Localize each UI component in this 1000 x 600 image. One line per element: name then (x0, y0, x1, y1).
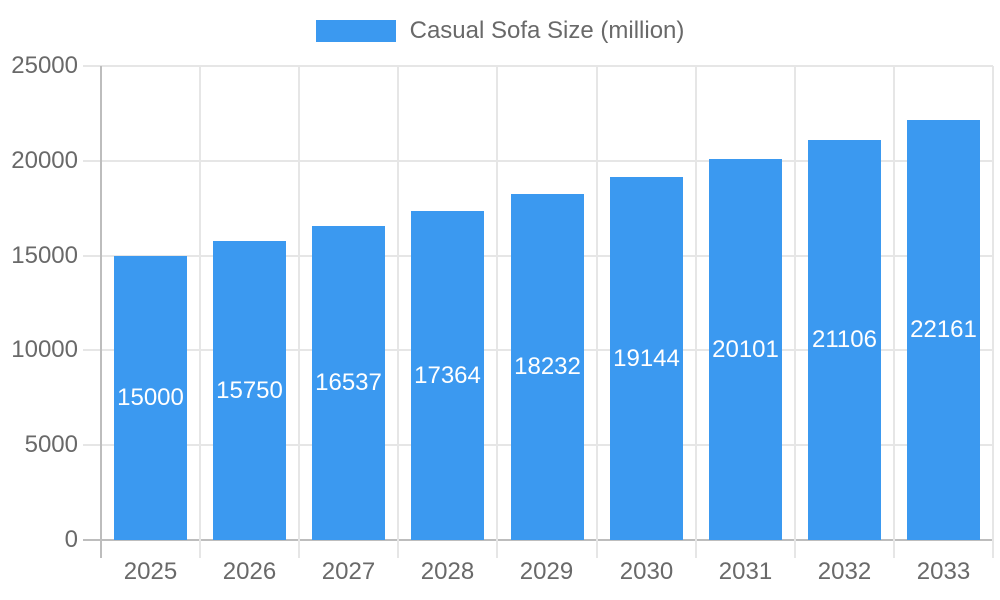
bar-2033[interactable]: 22161 (907, 120, 980, 540)
x-axis-label-2027: 2027 (321, 558, 376, 585)
bar-2026[interactable]: 15750 (213, 241, 286, 540)
x-axis-label-2029: 2029 (519, 558, 574, 585)
gridline-x-6 (695, 66, 697, 558)
gridline-x-9 (992, 66, 994, 558)
legend-item[interactable]: Casual Sofa Size (million) (315, 17, 685, 44)
bar-2030[interactable]: 19144 (610, 177, 683, 540)
bar-value-label: 16537 (315, 369, 382, 396)
bar-2027[interactable]: 16537 (312, 226, 385, 540)
y-axis-label-0: 0 (64, 526, 78, 553)
x-axis-label-2031: 2031 (718, 558, 773, 585)
x-axis-label-2032: 2032 (817, 558, 872, 585)
gridline-x-4 (496, 66, 498, 558)
legend: Casual Sofa Size (million) (0, 18, 1000, 44)
y-axis-label-25000: 25000 (11, 52, 78, 79)
y-axis-label-10000: 10000 (11, 336, 78, 363)
gridline-x-5 (596, 66, 598, 558)
y-axis-label-5000: 5000 (24, 431, 78, 458)
gridline-y-20000 (83, 160, 993, 162)
bar-value-label: 15000 (117, 384, 184, 411)
gridline-x-1 (199, 66, 201, 558)
y-axis-line (100, 66, 102, 558)
x-axis-label-2033: 2033 (916, 558, 971, 585)
bar-value-label: 19144 (613, 344, 680, 372)
legend-label: Casual Sofa Size (million) (409, 17, 685, 44)
bar-value-label: 18232 (514, 353, 581, 380)
bar-2032[interactable]: 21106 (808, 140, 881, 540)
y-axis-label-15000: 15000 (11, 242, 78, 269)
bar-value-label: 20101 (712, 335, 779, 363)
gridline-x-8 (893, 66, 895, 558)
bar-value-label: 21106 (812, 326, 877, 353)
legend-swatch (315, 20, 396, 42)
bar-value-label: 22161 (910, 316, 977, 343)
x-axis-label-2028: 2028 (420, 558, 475, 585)
x-axis-label-2025: 2025 (123, 558, 178, 585)
gridline-x-7 (794, 66, 796, 558)
bar-2031[interactable]: 20101 (709, 159, 782, 540)
bar-2029[interactable]: 18232 (511, 194, 584, 540)
bar-2028[interactable]: 17364 (411, 211, 484, 540)
x-axis-label-2026: 2026 (222, 558, 277, 585)
bar-value-label: 17364 (414, 361, 481, 389)
bar-value-label: 15750 (216, 376, 283, 404)
gridline-y-0 (83, 539, 993, 541)
gridline-y-25000 (83, 65, 993, 67)
y-axis-label-20000: 20000 (11, 147, 78, 174)
x-axis-label-2030: 2030 (619, 558, 674, 585)
gridline-x-2 (298, 66, 300, 558)
bar-2025[interactable]: 15000 (114, 256, 187, 540)
gridline-x-3 (397, 66, 399, 558)
